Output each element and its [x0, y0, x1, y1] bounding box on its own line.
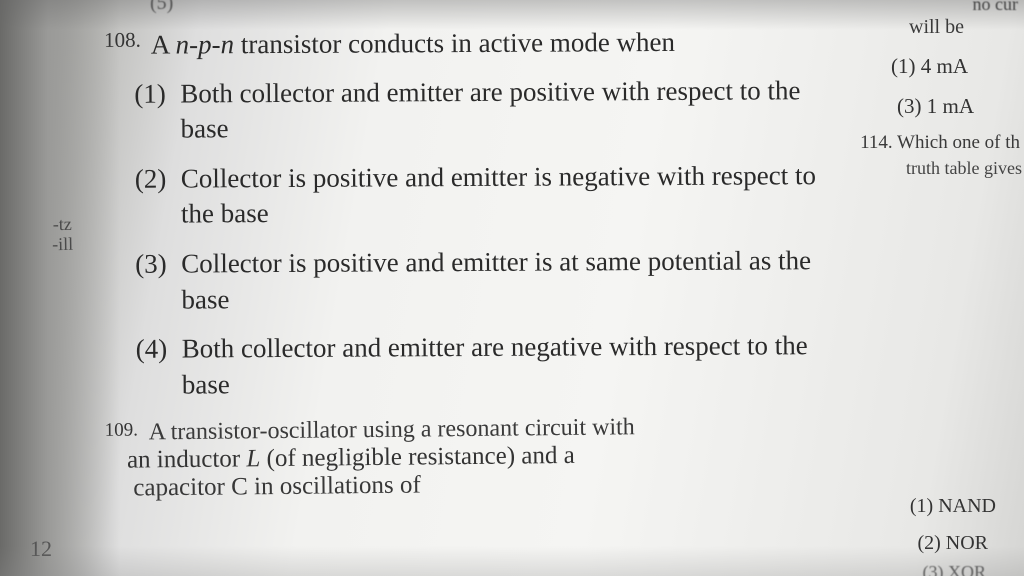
option-number: (1): [134, 76, 180, 147]
question-109: 109. A transistor-oscillator using a res…: [105, 412, 836, 503]
option-text: Collector is positive and emitter is neg…: [181, 158, 835, 233]
margin-a: -tz: [52, 215, 73, 235]
main-column: 108. A n-p-n transistor conducts in acti…: [105, 4, 835, 499]
margin-b: -ill: [52, 235, 73, 255]
page-curve-shadow: [0, 0, 120, 576]
right-opt-nor: (2) NOR: [917, 532, 988, 555]
option-value: 1 mA: [927, 94, 974, 118]
q108-prefix: A: [151, 30, 176, 60]
right-opt-nand: (1) NAND: [910, 495, 996, 518]
margin-scribble: -tz -ill: [52, 215, 74, 255]
option-value: 4 mA: [921, 54, 968, 78]
q109-number: 109.: [105, 419, 138, 441]
q108-options: (1) Both collector and emitter are posit…: [104, 73, 836, 404]
right-cutoff-top: no cur: [973, 0, 1018, 15]
q108-option-4: (4) Both collector and emitter are negat…: [136, 328, 836, 403]
question-114-fragment: 114. Which one of th: [860, 132, 1020, 154]
q108-text: A n-p-n transistor conducts in active mo…: [151, 27, 675, 60]
q108-number: 108.: [104, 28, 141, 53]
q109-line2a: an inductor: [127, 445, 247, 473]
q108-stem: 108. A n-p-n transistor conducts in acti…: [104, 24, 834, 62]
option-number: (3): [135, 247, 181, 318]
right-opt-1mA: (3) 1 mA: [897, 94, 974, 119]
option-text: Both collector and emitter are positive …: [180, 73, 834, 148]
right-opt-4mA: (1) 4 mA: [891, 54, 968, 79]
option-value: XOR: [948, 562, 986, 576]
option-text: Collector is positive and emitter is at …: [181, 243, 835, 318]
q109-line2b: (of negligible resistance) and a: [260, 441, 575, 471]
option-number: (1): [910, 495, 933, 517]
q108-option-1: (1) Both collector and emitter are posit…: [134, 73, 834, 148]
option-number: (3): [922, 562, 943, 576]
option-number: (4): [136, 332, 182, 403]
option-number: (2): [135, 161, 181, 232]
right-will-be: will be: [909, 16, 964, 39]
option-value: NAND: [938, 495, 996, 517]
left-corner-number: 12: [30, 536, 52, 562]
bottom-shadow: [0, 546, 1024, 576]
option-number: (3): [897, 94, 922, 118]
q108-option-3: (3) Collector is positive and emitter is…: [135, 243, 835, 318]
option-number: (2): [917, 532, 940, 554]
q109-text-1: A transistor-oscillator using a resonant…: [149, 414, 635, 445]
q108-transistor-type: n-p-n: [176, 29, 235, 59]
q109-var-L: L: [246, 445, 260, 472]
option-value: NOR: [946, 532, 988, 554]
truth-table-text: truth table gives: [906, 158, 1022, 179]
q108-suffix: transistor conducts in active mode when: [234, 27, 675, 59]
question-108: 108. A n-p-n transistor conducts in acti…: [104, 24, 836, 403]
option-number: (1): [891, 54, 916, 78]
right-opt-xor: (3) XOR: [922, 562, 986, 576]
option-text: Both collector and emitter are negative …: [182, 328, 836, 403]
q108-option-2: (2) Collector is positive and emitter is…: [135, 158, 835, 233]
